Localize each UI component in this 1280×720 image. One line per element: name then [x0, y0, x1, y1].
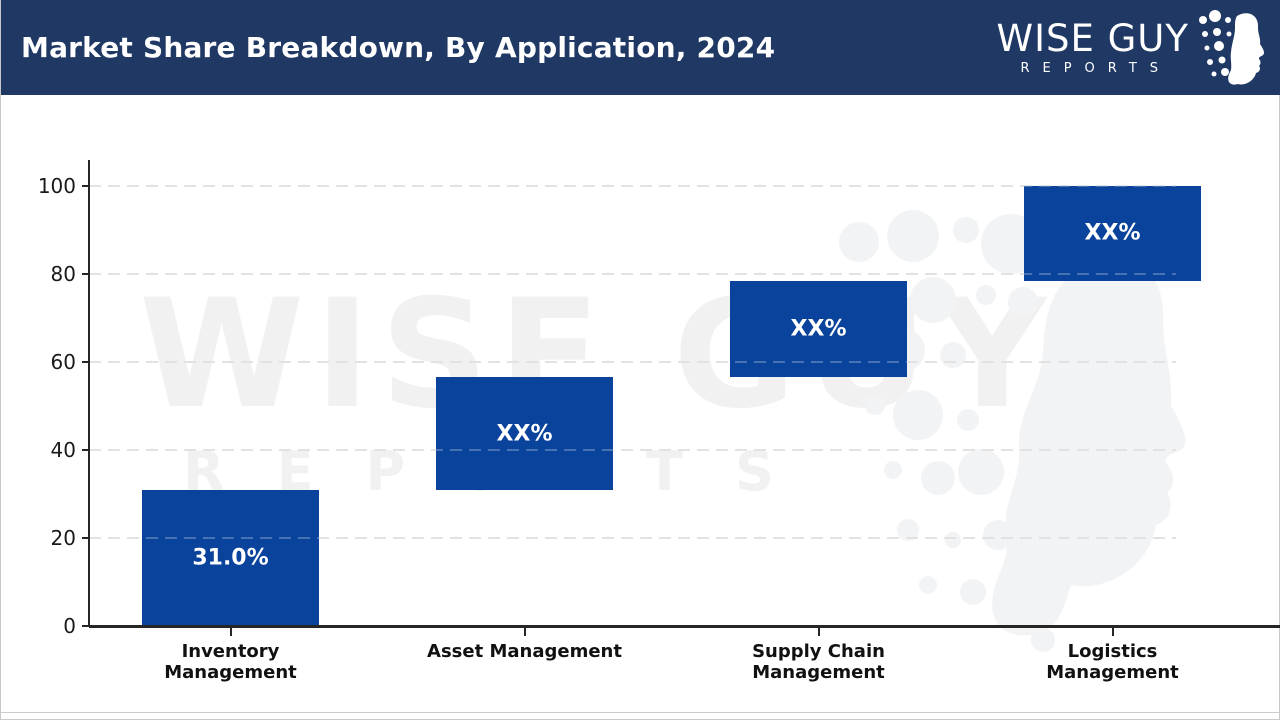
bar-value-label: XX% — [1084, 220, 1141, 246]
y-axis-tick — [82, 273, 89, 275]
x-axis-category-line: Logistics — [1067, 641, 1158, 662]
x-axis-category-line: Management — [164, 662, 297, 683]
brand-head-icon — [1199, 9, 1264, 85]
chart-title: Market Share Breakdown, By Application, … — [21, 31, 776, 64]
gridline — [89, 537, 1176, 539]
x-axis-category-label: Logistics Management — [1046, 641, 1179, 683]
x-axis-tick — [817, 628, 820, 636]
gridline — [89, 449, 1176, 451]
header: Market Share Breakdown, By Application, … — [1, 0, 1280, 95]
bar-value-label: 31.0% — [192, 545, 269, 571]
gridline-overlay — [89, 273, 1176, 275]
x-axis-category-line: Management — [1046, 662, 1179, 683]
x-axis-category-line: Asset Management — [427, 641, 622, 662]
gridline-overlay — [89, 185, 1176, 187]
x-axis-tick — [1111, 628, 1114, 636]
brand-subtitle: REPORTS — [1020, 60, 1172, 76]
gridline-overlay — [89, 537, 1176, 539]
y-axis-tick — [82, 185, 89, 187]
y-axis-tick-label: 60 — [50, 350, 76, 374]
y-axis-tick — [82, 537, 89, 539]
y-axis-tick-label: 100 — [37, 174, 76, 198]
y-axis-tick-label: 40 — [50, 438, 76, 462]
x-axis-category-label: Supply Chain Management — [752, 641, 885, 683]
brand-logo: WISE GUY REPORTS — [997, 8, 1267, 88]
x-axis-tick — [523, 628, 526, 636]
gridline — [89, 273, 1176, 275]
y-axis-tick-label: 20 — [50, 526, 76, 550]
x-axis-category-line: Inventory — [181, 641, 280, 662]
x-axis-line — [89, 625, 1280, 628]
x-axis-category-line: Supply Chain — [752, 641, 885, 662]
gridline — [89, 361, 1176, 363]
x-axis-category-label: Inventory Management — [164, 641, 297, 683]
y-axis-line — [88, 160, 90, 627]
bar-value-label: XX% — [496, 421, 553, 446]
gridline — [89, 185, 1176, 187]
x-axis-category-line: Management — [752, 662, 885, 683]
y-axis-tick — [82, 449, 89, 451]
x-axis-category-label: Asset Management — [427, 641, 622, 662]
bar-value-label: XX% — [790, 316, 847, 342]
y-axis-tick — [82, 625, 89, 627]
bar-inventory-management — [142, 489, 319, 626]
y-axis-tick-label: 0 — [63, 614, 76, 638]
gridline-overlay — [89, 449, 1176, 451]
bar-asset-management — [436, 377, 613, 490]
x-axis-tick — [229, 628, 232, 636]
brand-logo-text: WISE GUY REPORTS — [997, 20, 1189, 76]
brand-name: WISE GUY — [996, 16, 1189, 60]
footer-divider — [1, 712, 1280, 713]
y-axis-tick-label: 80 — [50, 262, 76, 286]
y-axis-tick — [82, 361, 89, 363]
gridline-overlay — [89, 361, 1176, 363]
